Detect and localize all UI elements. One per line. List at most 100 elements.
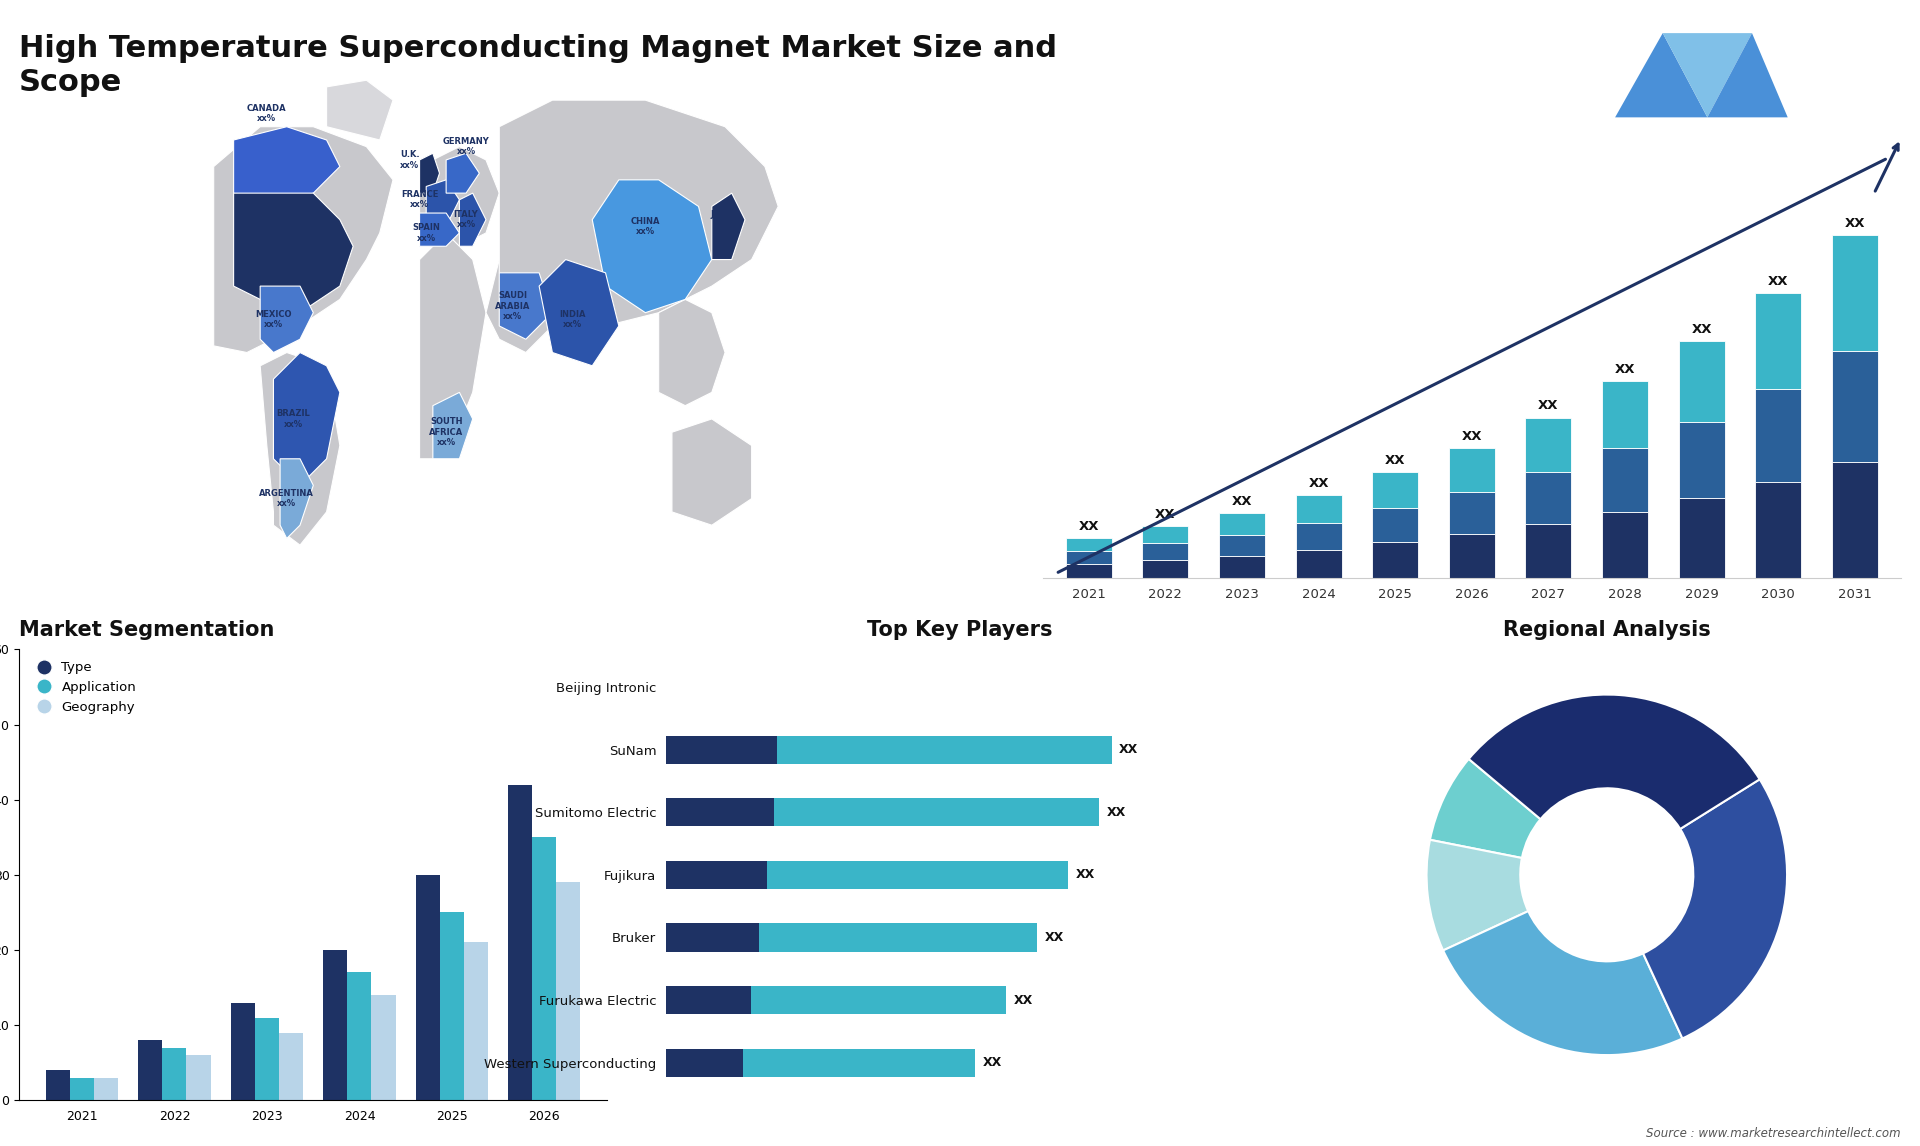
Bar bbox=[465, 942, 488, 1100]
Bar bbox=[1755, 482, 1801, 579]
Bar bbox=[1755, 390, 1801, 482]
Bar bbox=[1450, 534, 1496, 579]
Bar bbox=[778, 736, 1112, 763]
Bar bbox=[1219, 535, 1265, 556]
Bar bbox=[1832, 462, 1878, 579]
Bar bbox=[509, 785, 532, 1100]
Polygon shape bbox=[420, 154, 440, 194]
Text: XX: XX bbox=[1845, 217, 1864, 229]
Bar bbox=[94, 1077, 117, 1100]
Bar bbox=[1450, 448, 1496, 492]
Polygon shape bbox=[420, 233, 486, 458]
Bar bbox=[1373, 508, 1419, 542]
Polygon shape bbox=[234, 127, 340, 206]
Text: GERMANY
xx%: GERMANY xx% bbox=[444, 136, 490, 156]
Bar bbox=[323, 950, 348, 1100]
Bar bbox=[371, 995, 396, 1100]
Bar bbox=[69, 1077, 94, 1100]
Bar bbox=[1296, 550, 1342, 579]
Bar bbox=[743, 1049, 975, 1077]
Text: BRAZIL
xx%: BRAZIL xx% bbox=[276, 409, 311, 429]
Bar bbox=[278, 1033, 303, 1100]
Bar bbox=[1524, 417, 1571, 472]
Bar bbox=[557, 882, 580, 1100]
Polygon shape bbox=[486, 259, 553, 353]
Text: MARKET
RESEARCH
INTELLECT: MARKET RESEARCH INTELLECT bbox=[1805, 47, 1868, 84]
Text: U.K.
xx%: U.K. xx% bbox=[399, 150, 419, 170]
Bar bbox=[1524, 472, 1571, 524]
Bar bbox=[751, 986, 1006, 1014]
Bar bbox=[46, 1070, 69, 1100]
Bar bbox=[1296, 523, 1342, 550]
Polygon shape bbox=[426, 180, 459, 226]
Text: XX: XX bbox=[1233, 495, 1252, 508]
Bar bbox=[1373, 542, 1419, 579]
Bar bbox=[138, 1041, 163, 1100]
Bar bbox=[1142, 560, 1188, 579]
Polygon shape bbox=[420, 213, 459, 246]
Bar bbox=[230, 1003, 255, 1100]
Text: XX: XX bbox=[1615, 363, 1636, 376]
Polygon shape bbox=[213, 127, 394, 353]
Bar bbox=[186, 1055, 211, 1100]
Text: XX: XX bbox=[1119, 743, 1139, 756]
Bar bbox=[1755, 293, 1801, 390]
Text: XX: XX bbox=[1384, 454, 1405, 466]
Bar bbox=[1066, 539, 1112, 551]
Text: XX: XX bbox=[1014, 994, 1033, 1006]
Bar bbox=[440, 912, 465, 1100]
Wedge shape bbox=[1444, 911, 1682, 1055]
Polygon shape bbox=[280, 458, 313, 539]
Polygon shape bbox=[261, 286, 313, 353]
Polygon shape bbox=[712, 194, 745, 259]
Text: XX: XX bbox=[983, 1057, 1002, 1069]
Bar bbox=[1601, 512, 1647, 579]
Text: XX: XX bbox=[1106, 806, 1125, 818]
Text: CANADA
xx%: CANADA xx% bbox=[248, 104, 286, 123]
Text: XX: XX bbox=[1156, 508, 1175, 521]
Text: CHINA
xx%: CHINA xx% bbox=[630, 217, 660, 236]
Polygon shape bbox=[459, 194, 486, 246]
Bar bbox=[255, 1018, 278, 1100]
Polygon shape bbox=[659, 299, 726, 406]
Text: SOUTH
AFRICA
xx%: SOUTH AFRICA xx% bbox=[428, 417, 463, 447]
Bar bbox=[666, 986, 751, 1014]
Polygon shape bbox=[1615, 33, 1707, 117]
Polygon shape bbox=[445, 154, 480, 194]
Bar bbox=[1678, 422, 1724, 499]
Polygon shape bbox=[1663, 33, 1751, 117]
Text: MEXICO
xx%: MEXICO xx% bbox=[255, 309, 292, 329]
Bar bbox=[1142, 526, 1188, 543]
Bar bbox=[766, 861, 1068, 889]
Polygon shape bbox=[234, 194, 353, 313]
Text: High Temperature Superconducting Magnet Market Size and
Scope: High Temperature Superconducting Magnet … bbox=[19, 34, 1058, 97]
Text: XX: XX bbox=[1075, 869, 1094, 881]
Wedge shape bbox=[1644, 779, 1788, 1038]
Bar bbox=[758, 924, 1037, 951]
Wedge shape bbox=[1469, 694, 1759, 829]
Bar bbox=[1066, 564, 1112, 579]
Text: SPAIN
xx%: SPAIN xx% bbox=[413, 223, 440, 243]
Text: XX: XX bbox=[1044, 931, 1064, 944]
Bar bbox=[1066, 551, 1112, 564]
Text: XX: XX bbox=[1079, 520, 1098, 533]
Text: ITALY
xx%: ITALY xx% bbox=[453, 210, 478, 229]
Text: U.S.
xx%: U.S. xx% bbox=[238, 230, 257, 250]
Polygon shape bbox=[1707, 33, 1788, 117]
Polygon shape bbox=[273, 353, 340, 486]
Polygon shape bbox=[499, 100, 778, 325]
Bar bbox=[666, 1049, 743, 1077]
Bar bbox=[1373, 472, 1419, 508]
Wedge shape bbox=[1430, 759, 1540, 858]
Bar bbox=[1832, 235, 1878, 352]
Legend: Type, Application, Geography: Type, Application, Geography bbox=[25, 657, 142, 719]
Bar bbox=[417, 874, 440, 1100]
Polygon shape bbox=[326, 80, 394, 140]
Text: Source : www.marketresearchintellect.com: Source : www.marketresearchintellect.com bbox=[1645, 1128, 1901, 1140]
Bar bbox=[1601, 448, 1647, 512]
Bar bbox=[1219, 556, 1265, 579]
Text: SAUDI
ARABIA
xx%: SAUDI ARABIA xx% bbox=[495, 291, 530, 321]
Bar bbox=[1219, 513, 1265, 535]
Bar bbox=[1678, 499, 1724, 579]
Bar bbox=[1678, 342, 1724, 422]
